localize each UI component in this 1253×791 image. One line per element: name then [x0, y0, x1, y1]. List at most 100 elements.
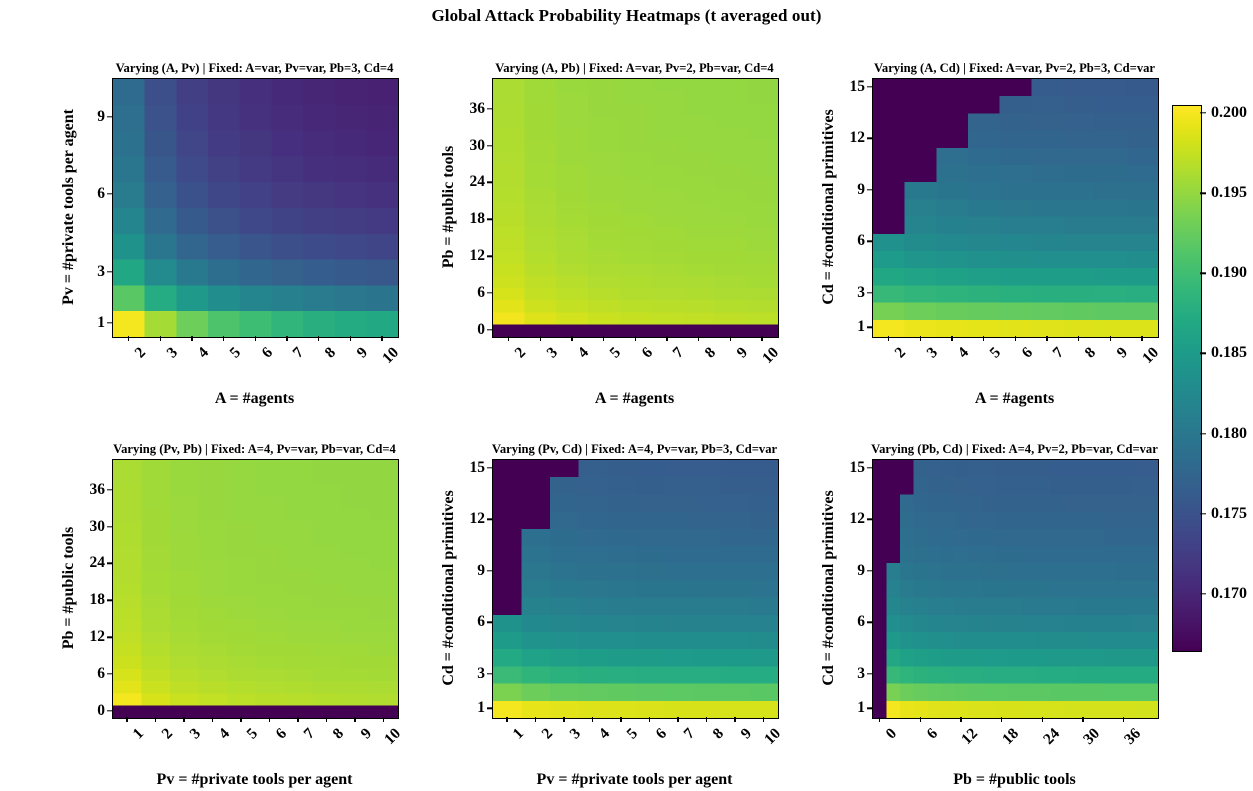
heatmap-image	[113, 79, 398, 337]
x-tick-label: 10	[380, 725, 404, 748]
x-tick-mark	[349, 336, 351, 341]
x-tick-mark	[951, 336, 953, 341]
x-tick-mark	[761, 336, 763, 341]
x-tick-label: 2	[891, 344, 909, 362]
x-tick-mark	[127, 336, 130, 341]
x-tick-label: 4	[194, 344, 213, 362]
x-tick-label: 9	[1113, 344, 1131, 362]
colorbar-tick-mark	[1200, 112, 1206, 114]
x-tick-mark	[1141, 336, 1143, 341]
y-axis-label: Cd = #conditional primitives	[820, 490, 837, 686]
x-tick-mark	[222, 336, 225, 341]
x-tick-label: 7	[1049, 344, 1068, 362]
x-tick-label: 3	[186, 725, 205, 743]
heatmap-panel-a-pv[interactable]	[112, 78, 399, 338]
y-tick-label: 9	[857, 561, 865, 579]
y-tick-mark	[867, 707, 872, 710]
heatmap-panel-a-cd[interactable]	[872, 78, 1159, 338]
y-tick-mark	[487, 218, 492, 220]
x-tick-label: 6	[652, 725, 670, 743]
y-tick-label: 3	[477, 665, 485, 682]
y-tick-mark	[487, 621, 492, 624]
y-tick-label: 36	[89, 480, 106, 498]
y-tick-label: 12	[849, 510, 866, 528]
x-tick-mark	[960, 717, 962, 722]
x-tick-mark	[919, 717, 921, 722]
x-axis-label: A = #agents	[214, 390, 295, 407]
colorbar-tick-mark	[1200, 192, 1206, 194]
x-tick-mark	[1082, 717, 1084, 722]
x-tick-label: 1	[509, 725, 528, 743]
x-axis-label: Pv = #private tools per agent	[156, 771, 353, 788]
y-tick-mark	[107, 636, 112, 638]
x-tick-label: 30	[1080, 725, 1104, 748]
x-tick-mark	[982, 336, 985, 341]
subplot-panel-pv-pb: Varying (Pv, Pb) | Fixed: A=4, Pv=var, P…	[60, 442, 404, 788]
y-tick-mark	[487, 181, 492, 184]
x-tick-label: 18	[998, 725, 1022, 748]
x-tick-label: 0	[882, 725, 900, 743]
x-tick-mark	[534, 717, 537, 722]
x-tick-label: 5	[986, 344, 1004, 362]
y-axis-label: Cd = #conditional primitives	[820, 109, 837, 305]
y-tick-mark	[107, 115, 112, 118]
x-tick-mark	[648, 717, 651, 722]
heatmap-image	[113, 460, 398, 718]
x-tick-mark	[183, 717, 185, 722]
colorbar	[1172, 105, 1202, 652]
x-tick-label: 6	[258, 344, 276, 362]
y-tick-mark	[487, 329, 492, 331]
x-tick-label: 4	[574, 344, 593, 362]
x-tick-label: 2	[511, 344, 529, 362]
y-axis-label: Cd = #conditional primitives	[440, 490, 457, 686]
y-tick-mark	[487, 466, 492, 469]
y-tick-mark	[487, 570, 492, 572]
heatmap-panel-pb-cd[interactable]	[872, 459, 1159, 719]
y-tick-mark	[867, 518, 872, 520]
x-tick-mark	[382, 717, 385, 722]
y-tick-label: 15	[849, 458, 866, 476]
x-tick-label: 3	[566, 725, 585, 743]
x-tick-mark	[677, 717, 679, 722]
x-tick-mark	[1123, 717, 1125, 722]
y-tick-label: 6	[857, 613, 865, 631]
x-tick-mark	[878, 717, 881, 722]
y-tick-label: 12	[849, 129, 866, 147]
y-tick-mark	[107, 710, 112, 712]
x-tick-mark	[154, 717, 157, 722]
heatmap-panel-pv-cd[interactable]	[492, 459, 779, 719]
x-axis-label: A = #agents	[974, 390, 1055, 407]
subplot-title: Varying (Pv, Cd) | Fixed: A=4, Pv=var, P…	[491, 442, 778, 456]
subplot-title: Varying (Pv, Pb) | Fixed: A=4, Pv=var, P…	[113, 442, 396, 456]
heatmap-panel-pv-pb[interactable]	[112, 459, 399, 719]
colorbar-tick-label: 0.175	[1211, 504, 1247, 522]
heatmap-panel-a-pb[interactable]	[492, 78, 779, 338]
x-tick-label: 9	[733, 344, 751, 362]
x-tick-mark	[240, 717, 242, 722]
y-tick-label: 9	[857, 180, 865, 198]
y-tick-label: 12	[469, 247, 486, 265]
y-tick-mark	[487, 707, 492, 710]
y-tick-mark	[107, 270, 112, 273]
x-tick-mark	[297, 717, 299, 722]
x-tick-label: 2	[131, 344, 149, 362]
x-tick-label: 2	[158, 725, 176, 743]
colorbar-tick-mark	[1200, 513, 1206, 515]
x-tick-label: 9	[353, 344, 371, 362]
x-tick-mark	[506, 717, 508, 722]
x-tick-label: 1	[129, 725, 148, 743]
x-tick-label: 6	[638, 344, 656, 362]
x-tick-mark	[634, 336, 636, 341]
x-tick-mark	[620, 717, 622, 722]
x-axis-label: Pb = #public tools	[953, 771, 1076, 788]
y-tick-mark	[487, 108, 492, 110]
x-tick-label: 24	[1039, 725, 1063, 748]
y-tick-label: 6	[97, 185, 105, 203]
y-tick-label: 6	[477, 613, 485, 631]
y-tick-mark	[487, 144, 492, 147]
x-tick-label: 10	[759, 344, 783, 367]
y-tick-label: 12	[89, 628, 106, 646]
subplot-panel-pb-cd: Varying (Pb, Cd) | Fixed: A=4, Pv=2, Pb=…	[820, 442, 1159, 788]
y-tick-label: 36	[469, 99, 486, 117]
x-tick-label: 12	[958, 725, 982, 748]
